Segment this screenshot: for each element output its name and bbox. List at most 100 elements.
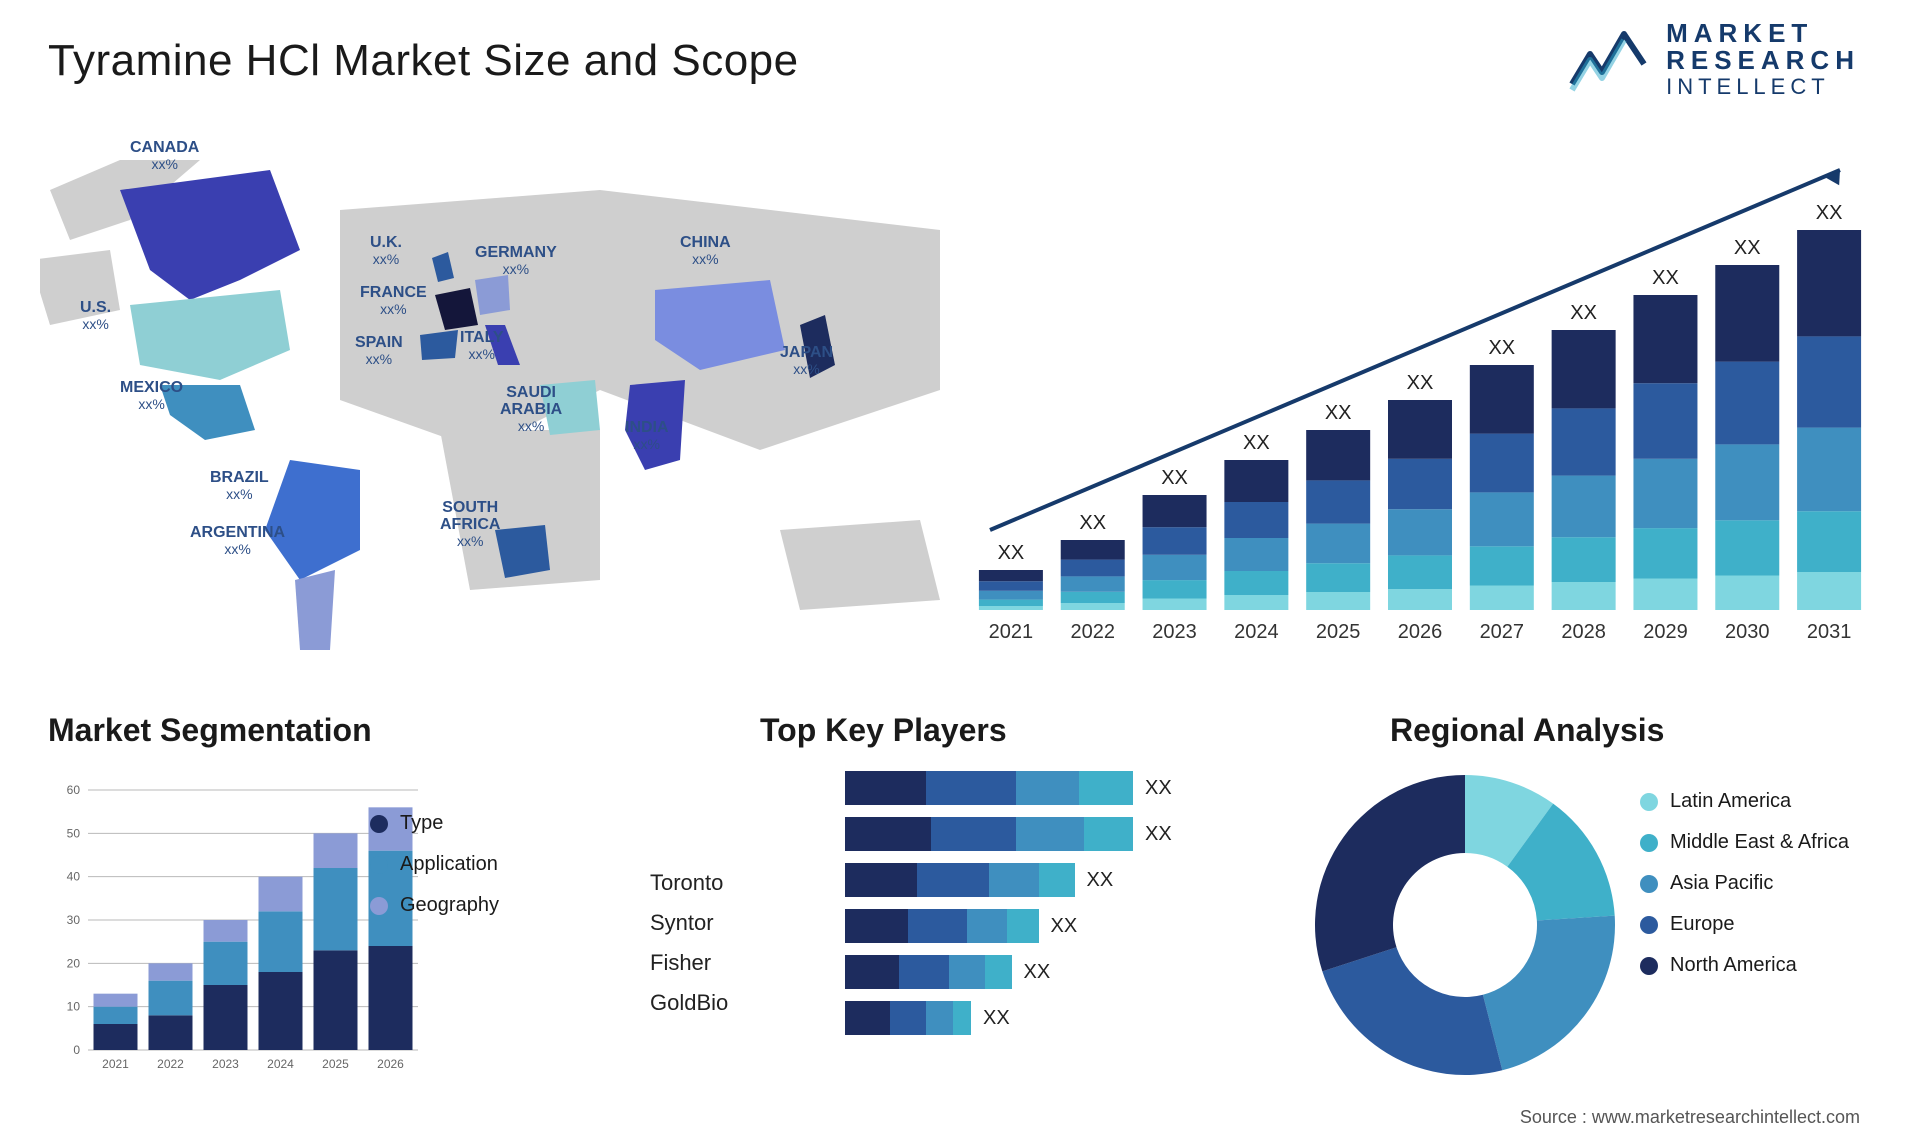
regional-heading: Regional Analysis <box>1390 712 1664 749</box>
player-bar-1: XX <box>845 816 1365 852</box>
map-label-germany: GERMANYxx% <box>475 245 557 276</box>
seg-legend-type: Type <box>370 812 499 835</box>
world-map: CANADAxx% U.S.xx% MEXICOxx% BRAZILxx% ARGENT… <box>40 130 970 670</box>
forecast-value-2022: XX <box>1079 512 1106 535</box>
map-label-china: CHINAxx% <box>680 235 731 266</box>
map-label-brazil: BRAZILxx% <box>210 470 269 501</box>
svg-text:20: 20 <box>67 956 81 970</box>
map-label-spain: SPAINxx% <box>355 335 403 366</box>
map-label-argentina: ARGENTINAxx% <box>190 525 285 556</box>
player-value-5: XX <box>983 1007 1010 1030</box>
player-bar-0: XX <box>845 770 1365 806</box>
svg-text:2030: 2030 <box>1725 621 1770 643</box>
player-value-2: XX <box>1087 869 1114 892</box>
svg-text:2023: 2023 <box>212 1057 239 1071</box>
forecast-value-2028: XX <box>1570 302 1597 325</box>
svg-text:2026: 2026 <box>1398 621 1443 643</box>
map-label-us: U.S.xx% <box>80 300 111 331</box>
players-chart: XXXXXXXXXXXX <box>845 770 1365 1100</box>
svg-text:2022: 2022 <box>1070 621 1115 643</box>
region-legend-latinamerica: Latin America <box>1640 790 1849 813</box>
svg-text:2029: 2029 <box>1643 621 1688 643</box>
forecast-value-2030: XX <box>1734 237 1761 260</box>
player-value-4: XX <box>1024 961 1051 984</box>
player-bar-2: XX <box>845 862 1365 898</box>
map-region-brazil <box>265 460 360 580</box>
forecast-value-2029: XX <box>1652 267 1679 290</box>
region-legend-northamerica: North America <box>1640 954 1849 977</box>
brand-mark-icon <box>1568 24 1648 94</box>
segmentation-legend: Type Application Geography <box>370 812 499 935</box>
map-label-uk: U.K.xx% <box>370 235 402 266</box>
map-region-canada <box>120 170 300 300</box>
source-text: Source : www.marketresearchintellect.com <box>1520 1107 1860 1128</box>
forecast-value-2026: XX <box>1407 372 1434 395</box>
svg-text:60: 60 <box>67 783 81 797</box>
svg-text:2025: 2025 <box>322 1057 349 1071</box>
region-legend-europe: Europe <box>1640 913 1849 936</box>
forecast-value-2023: XX <box>1161 467 1188 490</box>
player-bar-5: XX <box>845 1000 1365 1036</box>
forecast-chart: 2021 2022 2023 2024 2025 2026 2027 2028 2029 2030… <box>970 130 1870 650</box>
map-label-italy: ITALYxx% <box>460 330 504 361</box>
svg-text:2027: 2027 <box>1480 621 1525 643</box>
forecast-value-2025: XX <box>1325 402 1352 425</box>
player-name-syntor: Syntor <box>650 910 728 936</box>
donut-slice-europe <box>1322 947 1502 1075</box>
map-label-southafrica: SOUTHAFRICAxx% <box>440 500 500 548</box>
player-value-1: XX <box>1145 823 1172 846</box>
forecast-value-2024: XX <box>1243 432 1270 455</box>
svg-text:2025: 2025 <box>1316 621 1361 643</box>
map-region-germany <box>475 275 510 315</box>
regional-donut <box>1310 770 1620 1080</box>
svg-text:2031: 2031 <box>1807 621 1852 643</box>
seg-legend-geography: Geography <box>370 894 499 917</box>
player-value-3: XX <box>1051 915 1078 938</box>
svg-text:2021: 2021 <box>102 1057 129 1071</box>
brand-logo: MARKET RESEARCH INTELLECT <box>1568 20 1860 98</box>
map-label-saudiarabia: SAUDIARABIAxx% <box>500 385 562 433</box>
donut-slice-northamerica <box>1315 775 1465 971</box>
svg-text:40: 40 <box>67 870 81 884</box>
page-title: Tyramine HCl Market Size and Scope <box>48 36 799 86</box>
map-region-usa <box>130 290 290 380</box>
map-label-india: INDIAxx% <box>625 420 669 451</box>
forecast-value-2027: XX <box>1488 337 1515 360</box>
brand-word-2: RESEARCH <box>1666 47 1860 74</box>
svg-text:10: 10 <box>67 1000 81 1014</box>
region-legend-asiapacific: Asia Pacific <box>1640 872 1849 895</box>
svg-text:2021: 2021 <box>989 621 1033 643</box>
map-label-japan: JAPANxx% <box>780 345 833 376</box>
segmentation-heading: Market Segmentation <box>48 712 372 749</box>
map-label-france: FRANCExx% <box>360 285 427 316</box>
map-region-spain <box>420 330 458 360</box>
map-label-mexico: MEXICOxx% <box>120 380 183 411</box>
brand-word-3: INTELLECT <box>1666 75 1860 98</box>
svg-text:0: 0 <box>73 1043 80 1057</box>
svg-text:2024: 2024 <box>267 1057 294 1071</box>
player-bar-4: XX <box>845 954 1365 990</box>
svg-text:50: 50 <box>67 826 81 840</box>
svg-text:2022: 2022 <box>157 1057 184 1071</box>
svg-text:2023: 2023 <box>1152 621 1197 643</box>
svg-text:30: 30 <box>67 913 81 927</box>
players-heading: Top Key Players <box>760 712 1007 749</box>
svg-text:2026: 2026 <box>377 1057 404 1071</box>
brand-word-1: MARKET <box>1666 20 1860 47</box>
seg-legend-application: Application <box>370 853 499 876</box>
donut-slice-asiapacific <box>1483 916 1615 1071</box>
player-name-goldbio: GoldBio <box>650 990 728 1016</box>
svg-text:2028: 2028 <box>1561 621 1606 643</box>
forecast-value-2021: XX <box>998 542 1025 565</box>
player-value-0: XX <box>1145 777 1172 800</box>
player-name-fisher: Fisher <box>650 950 728 976</box>
forecast-value-2031: XX <box>1816 202 1843 225</box>
region-legend-middleeastafrica: Middle East & Africa <box>1640 831 1849 854</box>
player-name-toronto: Toronto <box>650 870 728 896</box>
players-name-list: Toronto Syntor Fisher GoldBio <box>650 870 728 1030</box>
map-region-argentina <box>295 570 335 650</box>
regional-legend: Latin America Middle East & Africa Asia Pa… <box>1640 790 1849 995</box>
map-label-canada: CANADAxx% <box>130 140 199 171</box>
player-bar-3: XX <box>845 908 1365 944</box>
svg-text:2024: 2024 <box>1234 621 1279 643</box>
